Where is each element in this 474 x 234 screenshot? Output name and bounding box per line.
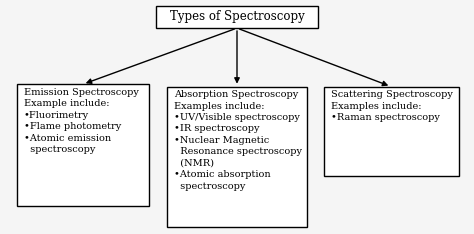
- Bar: [323, 87, 459, 176]
- Text: Scattering Spectroscopy
Examples include:
•Raman spectroscopy: Scattering Spectroscopy Examples include…: [331, 90, 453, 122]
- Text: Absorption Spectroscopy
Examples include:
•UV/Visible spectroscopy
•IR spectrosc: Absorption Spectroscopy Examples include…: [174, 90, 302, 191]
- Bar: [156, 6, 318, 28]
- Bar: [17, 84, 149, 206]
- Text: Types of Spectroscopy: Types of Spectroscopy: [170, 11, 304, 23]
- Bar: [167, 87, 307, 227]
- Text: Emission Spectroscopy
Example include:
•Fluorimetry
•Flame photometry
•Atomic em: Emission Spectroscopy Example include: •…: [24, 88, 138, 154]
